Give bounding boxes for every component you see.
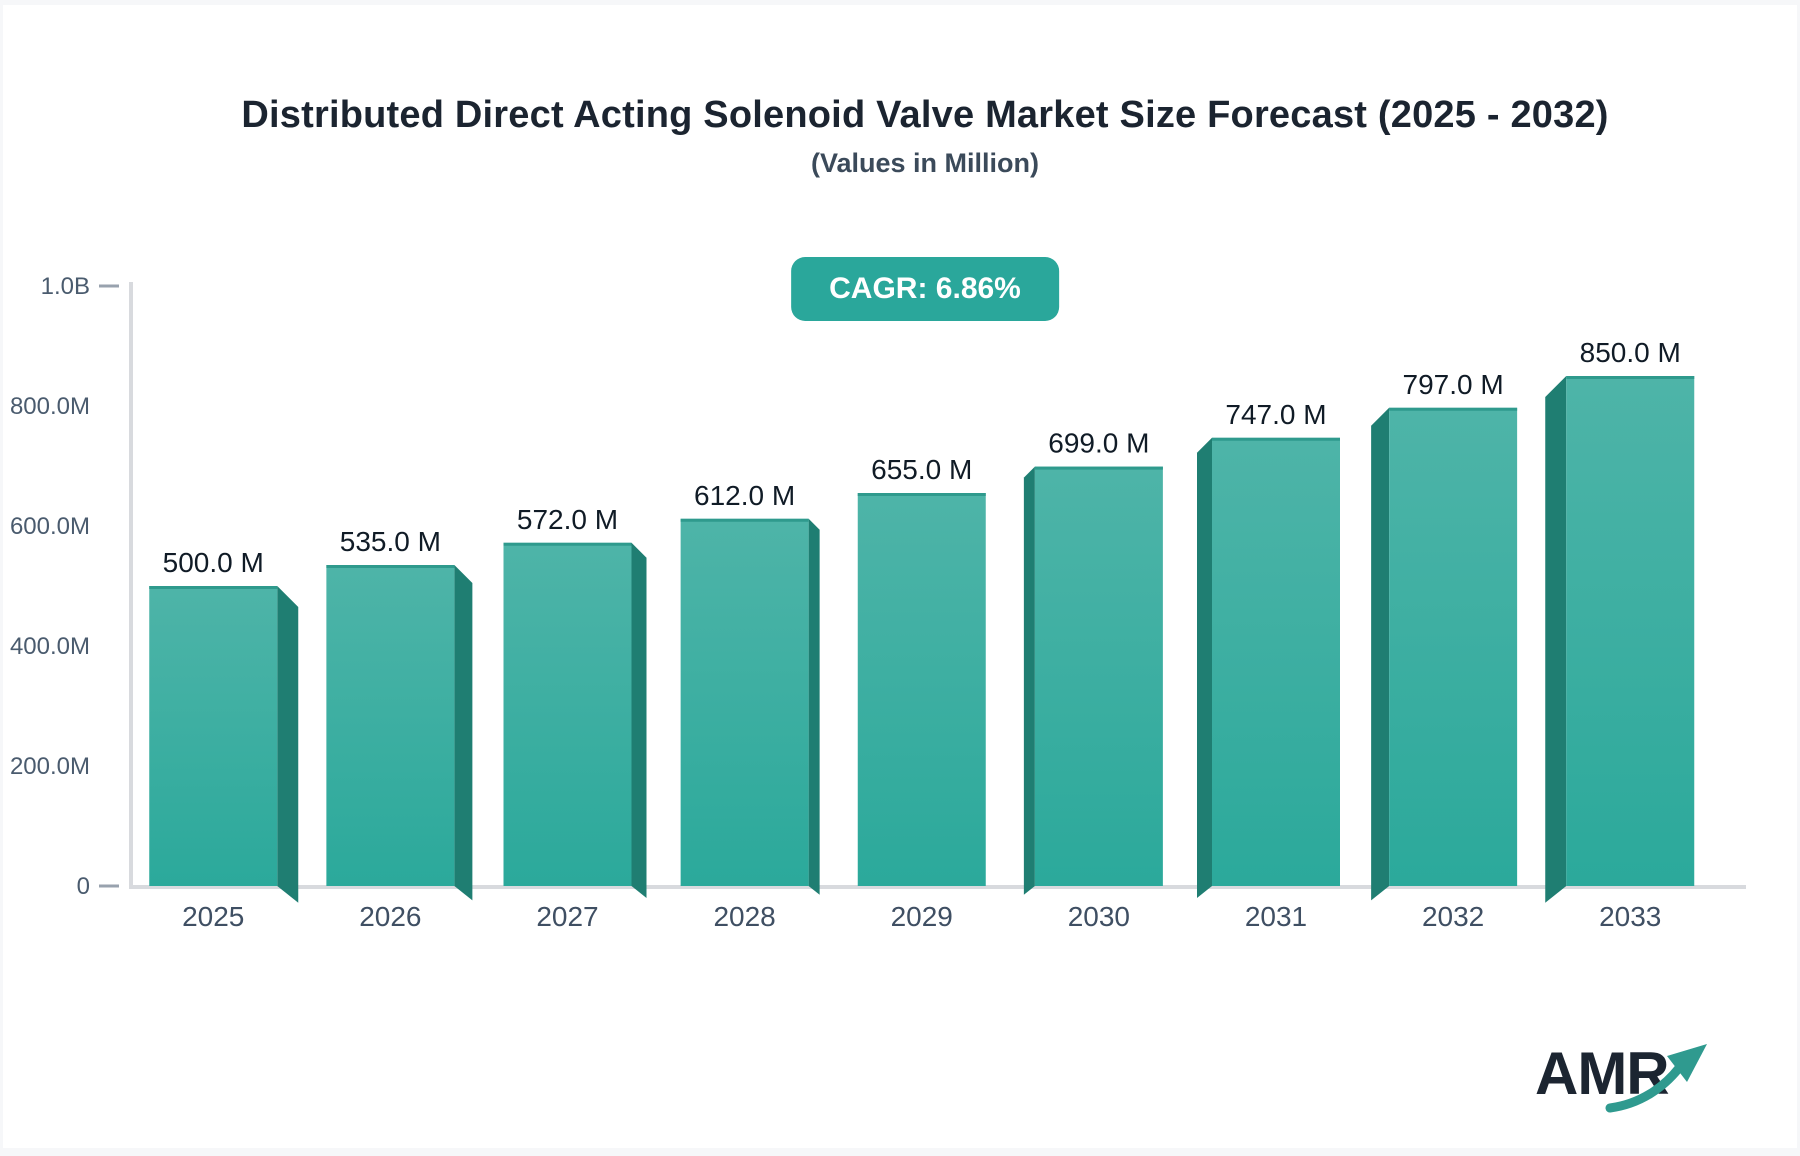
y-tick-label: 600.0M — [10, 513, 90, 540]
bar-2027 — [503, 542, 632, 886]
bar-2025 — [149, 586, 278, 886]
chart-title: Distributed Direct Acting Solenoid Valve… — [241, 94, 1609, 136]
page-top-edge — [0, 0, 1800, 5]
page-left-edge — [0, 0, 3, 1156]
x-tick-label-2030: 2030 — [1068, 901, 1130, 932]
bar-side-2031 — [1197, 437, 1212, 898]
bar-2033 — [1566, 376, 1695, 886]
bar-value-label-2031: 747.0 M — [1225, 399, 1326, 430]
x-tick-label-2029: 2029 — [891, 901, 953, 932]
amr-logo: AMR — [1535, 1040, 1707, 1113]
x-tick-label-2027: 2027 — [536, 901, 598, 932]
x-tick-label-2031: 2031 — [1245, 901, 1307, 932]
bar-side-2033 — [1545, 376, 1567, 903]
bar-value-label-2029: 655.0 M — [871, 454, 972, 485]
y-tick-label: 200.0M — [10, 753, 90, 780]
bar-2029 — [857, 493, 986, 886]
x-tick-label-2026: 2026 — [359, 901, 421, 932]
y-tick-label: 400.0M — [10, 633, 90, 660]
y-tick-label: 0 — [77, 873, 90, 900]
amr-logo-arrow-swoosh — [1605, 1063, 1684, 1113]
bar-value-label-2028: 612.0 M — [694, 480, 795, 511]
bar-side-2027 — [631, 542, 647, 898]
x-tick-label-2028: 2028 — [713, 901, 775, 932]
bar-2028 — [680, 518, 809, 886]
x-tick-label-2025: 2025 — [182, 901, 244, 932]
amr-logo-arrow-head — [1667, 1044, 1707, 1082]
x-tick-label-2032: 2032 — [1422, 901, 1484, 932]
bar-value-label-2033: 850.0 M — [1580, 337, 1681, 368]
page-bottom-edge — [0, 1148, 1800, 1156]
chart-subtitle: (Values in Million) — [810, 148, 1040, 178]
bar-2032 — [1389, 407, 1518, 886]
y-tick-label: 800.0M — [10, 393, 90, 420]
bar-side-2026 — [454, 565, 473, 901]
cagr-badge: CAGR: 6.86% — [791, 257, 1059, 321]
bar-value-label-2030: 699.0 M — [1048, 428, 1149, 459]
page-right-edge — [1797, 0, 1800, 1156]
bar-side-2030 — [1023, 466, 1035, 895]
x-tick-label-2033: 2033 — [1599, 901, 1661, 932]
y-tick-label: 1.0B — [41, 273, 90, 300]
bar-side-2028 — [808, 518, 820, 895]
bar-value-label-2027: 572.0 M — [517, 504, 618, 535]
bar-2031 — [1212, 437, 1340, 886]
bar-value-label-2026: 535.0 M — [340, 526, 441, 557]
bar-side-2025 — [277, 586, 299, 903]
bar-side-2032 — [1371, 407, 1390, 901]
bar-2026 — [326, 565, 455, 886]
bar-value-label-2025: 500.0 M — [163, 547, 264, 578]
bar-value-label-2032: 797.0 M — [1403, 369, 1504, 400]
bar-2030 — [1034, 466, 1163, 886]
